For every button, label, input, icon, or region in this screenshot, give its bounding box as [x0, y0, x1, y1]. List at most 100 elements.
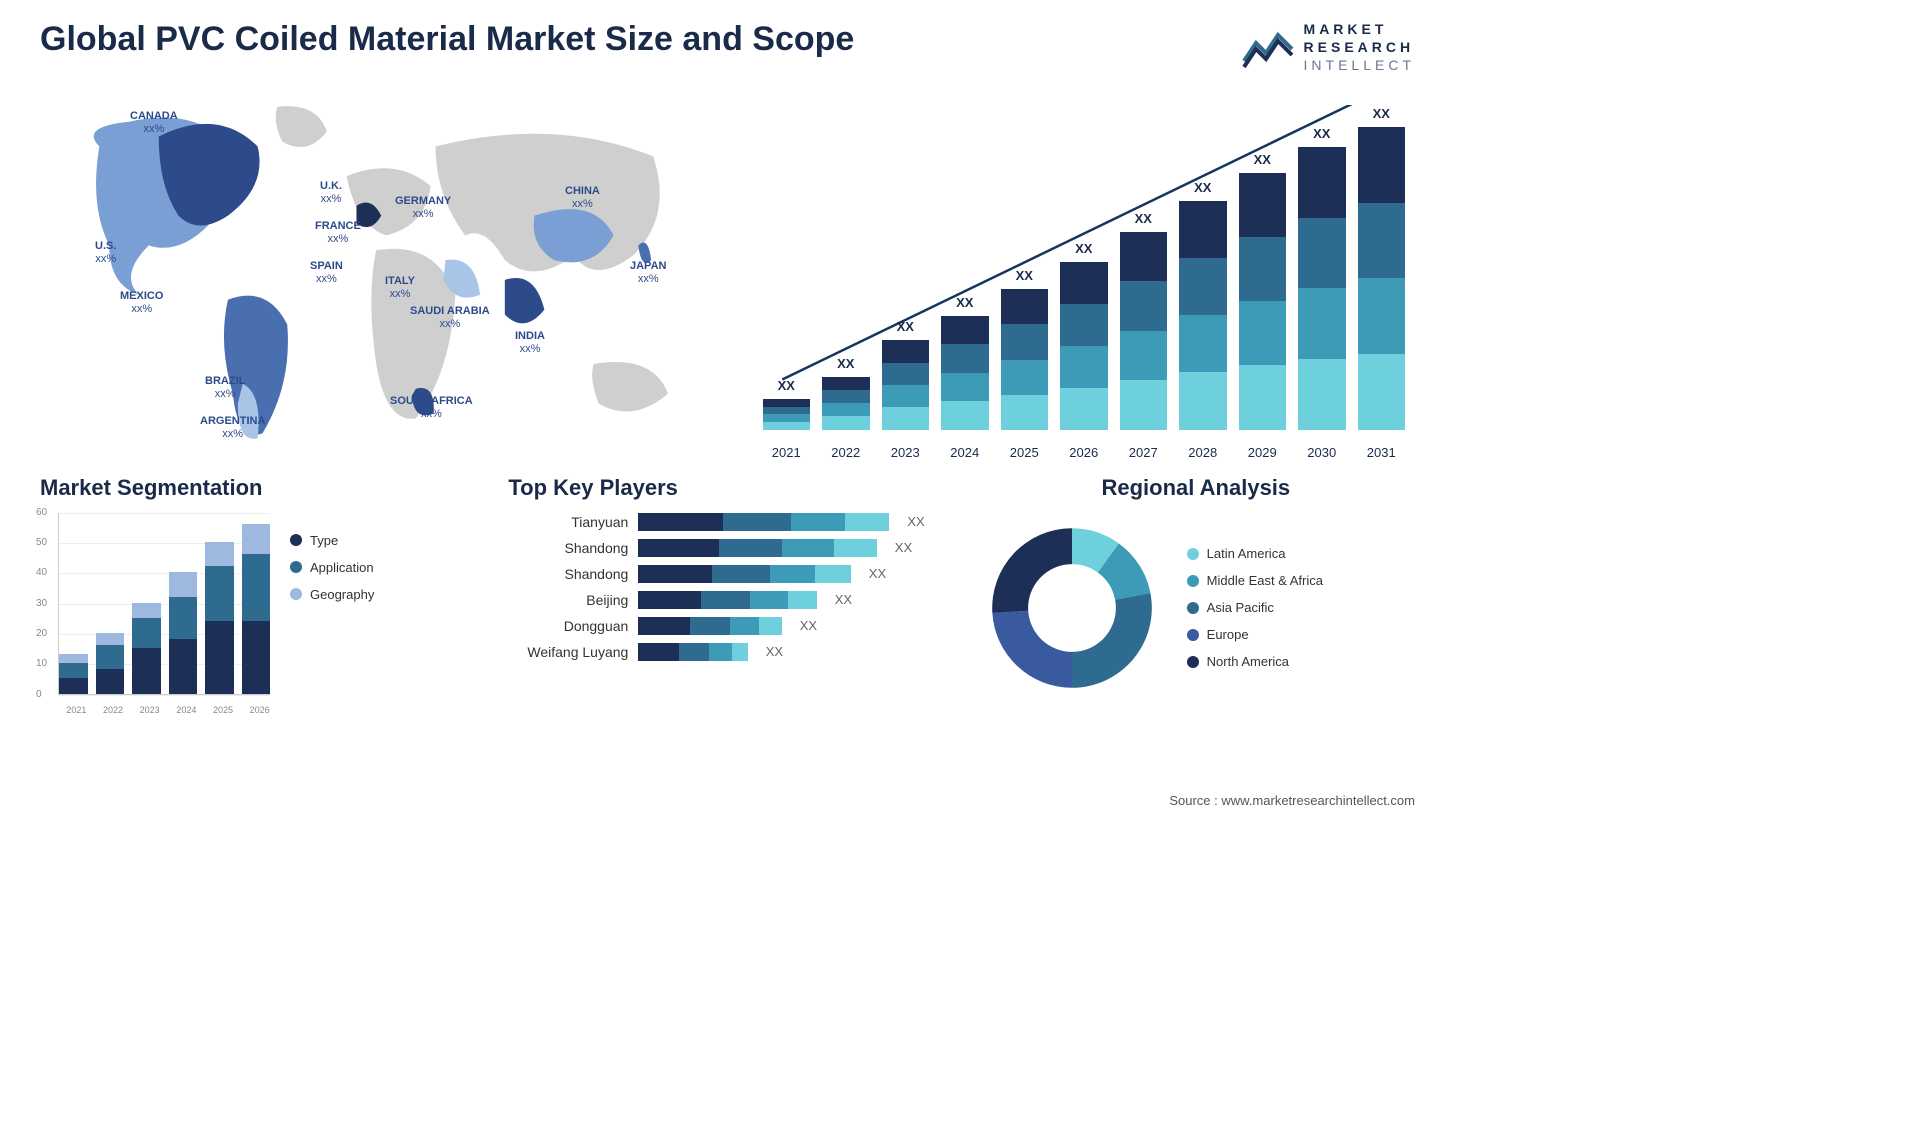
main-bar: XX — [822, 377, 870, 430]
key-player-name: Dongguan — [508, 618, 628, 634]
regional-panel: Regional Analysis Latin America Middle Ea… — [977, 475, 1415, 713]
legend-item: North America — [1187, 654, 1323, 669]
header: Global PVC Coiled Material Market Size a… — [0, 0, 1455, 85]
seg-y-tick: 60 — [36, 507, 47, 518]
key-player-bar — [638, 591, 816, 609]
map-label: SPAINxx% — [310, 260, 343, 286]
key-player-row: Shandong XX — [508, 565, 946, 583]
key-player-bar — [638, 643, 747, 661]
brand-logo: MARKET RESEARCH INTELLECT — [1242, 20, 1415, 75]
seg-bar — [242, 524, 271, 694]
main-bar-xlabel: 2021 — [763, 445, 811, 460]
seg-x-tick: 2024 — [176, 705, 196, 715]
map-label: JAPANxx% — [630, 260, 666, 286]
seg-x-tick: 2023 — [140, 705, 160, 715]
world-map: CANADAxx%U.S.xx%MEXICOxx%BRAZILxx%ARGENT… — [40, 85, 713, 465]
seg-y-tick: 50 — [36, 537, 47, 548]
seg-bar — [59, 654, 88, 693]
regional-donut-chart — [977, 513, 1167, 703]
main-bar: XX — [1120, 232, 1168, 430]
donut-segment — [992, 610, 1072, 687]
segmentation-legend: TypeApplicationGeography — [290, 513, 374, 713]
map-label: CHINAxx% — [565, 185, 600, 211]
seg-bar — [96, 633, 125, 694]
map-label: SOUTH AFRICAxx% — [390, 395, 473, 421]
main-bar: XX — [1060, 262, 1108, 430]
key-player-name: Shandong — [508, 540, 628, 556]
main-bar-value: XX — [778, 378, 795, 393]
map-label: U.S.xx% — [95, 240, 116, 266]
legend-item: Latin America — [1187, 546, 1323, 561]
key-player-name: Weifang Luyang — [508, 644, 628, 660]
map-label: MEXICOxx% — [120, 290, 163, 316]
key-player-name: Beijing — [508, 592, 628, 608]
map-label: GERMANYxx% — [395, 195, 451, 221]
donut-segment — [992, 528, 1072, 613]
regional-title: Regional Analysis — [977, 475, 1415, 501]
legend-item: Middle East & Africa — [1187, 573, 1323, 588]
main-bar-xlabel: 2030 — [1298, 445, 1346, 460]
legend-item: Application — [290, 560, 374, 575]
key-player-value: XX — [869, 566, 886, 581]
main-bar: XX — [941, 316, 989, 430]
segmentation-chart: 0102030405060202120222023202420252026 — [40, 513, 270, 713]
seg-x-tick: 2026 — [250, 705, 270, 715]
legend-item: Asia Pacific — [1187, 600, 1323, 615]
segmentation-title: Market Segmentation — [40, 475, 478, 501]
map-label: FRANCExx% — [315, 220, 361, 246]
seg-y-tick: 20 — [36, 628, 47, 639]
main-bar-value: XX — [1313, 126, 1330, 141]
regional-legend: Latin America Middle East & Africa Asia Pa… — [1187, 546, 1323, 669]
logo-icon — [1242, 25, 1296, 69]
key-player-row: TianyuanXX — [508, 513, 946, 531]
key-player-row: ShandongXX — [508, 539, 946, 557]
main-bar-xlabel: 2024 — [941, 445, 989, 460]
key-player-name: Shandong — [508, 566, 628, 582]
bottom-row: Market Segmentation 01020304050602021202… — [0, 465, 1455, 713]
seg-y-tick: 0 — [36, 689, 42, 700]
main-barchart: XXXXXXXXXXXXXXXXXXXXXX 20212022202320242… — [743, 85, 1416, 465]
legend-item: Type — [290, 533, 374, 548]
map-label: U.K.xx% — [320, 180, 342, 206]
seg-bar — [169, 572, 198, 693]
key-player-name: Tianyuan — [508, 514, 628, 530]
main-bar-value: XX — [1075, 241, 1092, 256]
source-text: Source : www.marketresearchintellect.com — [1169, 793, 1415, 808]
segmentation-panel: Market Segmentation 01020304050602021202… — [40, 475, 478, 713]
main-bar-xlabel: 2028 — [1179, 445, 1227, 460]
main-bar: XX — [882, 340, 930, 429]
seg-bar — [132, 603, 161, 694]
main-bar-xlabel: 2031 — [1358, 445, 1406, 460]
main-bar: XX — [1358, 127, 1406, 430]
key-player-bar — [638, 617, 781, 635]
page-title: Global PVC Coiled Material Market Size a… — [40, 20, 854, 59]
main-bar-xlabel: 2025 — [1001, 445, 1049, 460]
main-bar-value: XX — [1373, 106, 1390, 121]
key-player-bar — [638, 513, 889, 531]
key-player-row: Beijing XX — [508, 591, 946, 609]
main-bar: XX — [1298, 147, 1346, 429]
main-bar: XX — [1179, 201, 1227, 430]
main-bar-xlabel: 2027 — [1120, 445, 1168, 460]
main-bar-xlabel: 2022 — [822, 445, 870, 460]
key-players-panel: Top Key Players TianyuanXXShandongXXShan… — [508, 475, 946, 713]
main-bar-value: XX — [1254, 152, 1271, 167]
key-players-chart: TianyuanXXShandongXXShandongXXBeijingXXD… — [508, 513, 946, 661]
donut-segment — [1072, 593, 1152, 688]
main-bar-value: XX — [1016, 268, 1033, 283]
key-player-value: XX — [835, 592, 852, 607]
main-bar-xlabel: 2023 — [882, 445, 930, 460]
seg-x-tick: 2021 — [66, 705, 86, 715]
key-player-bar — [638, 565, 850, 583]
main-bar: XX — [1239, 173, 1287, 430]
logo-text: MARKET RESEARCH INTELLECT — [1304, 20, 1415, 75]
map-label: BRAZILxx% — [205, 375, 245, 401]
key-player-bar — [638, 539, 876, 557]
main-bar-value: XX — [1194, 180, 1211, 195]
seg-bar — [205, 542, 234, 694]
map-label: CANADAxx% — [130, 110, 178, 136]
seg-y-tick: 30 — [36, 598, 47, 609]
map-label: ITALYxx% — [385, 275, 415, 301]
world-map-svg — [40, 85, 713, 465]
main-bar-value: XX — [1135, 211, 1152, 226]
